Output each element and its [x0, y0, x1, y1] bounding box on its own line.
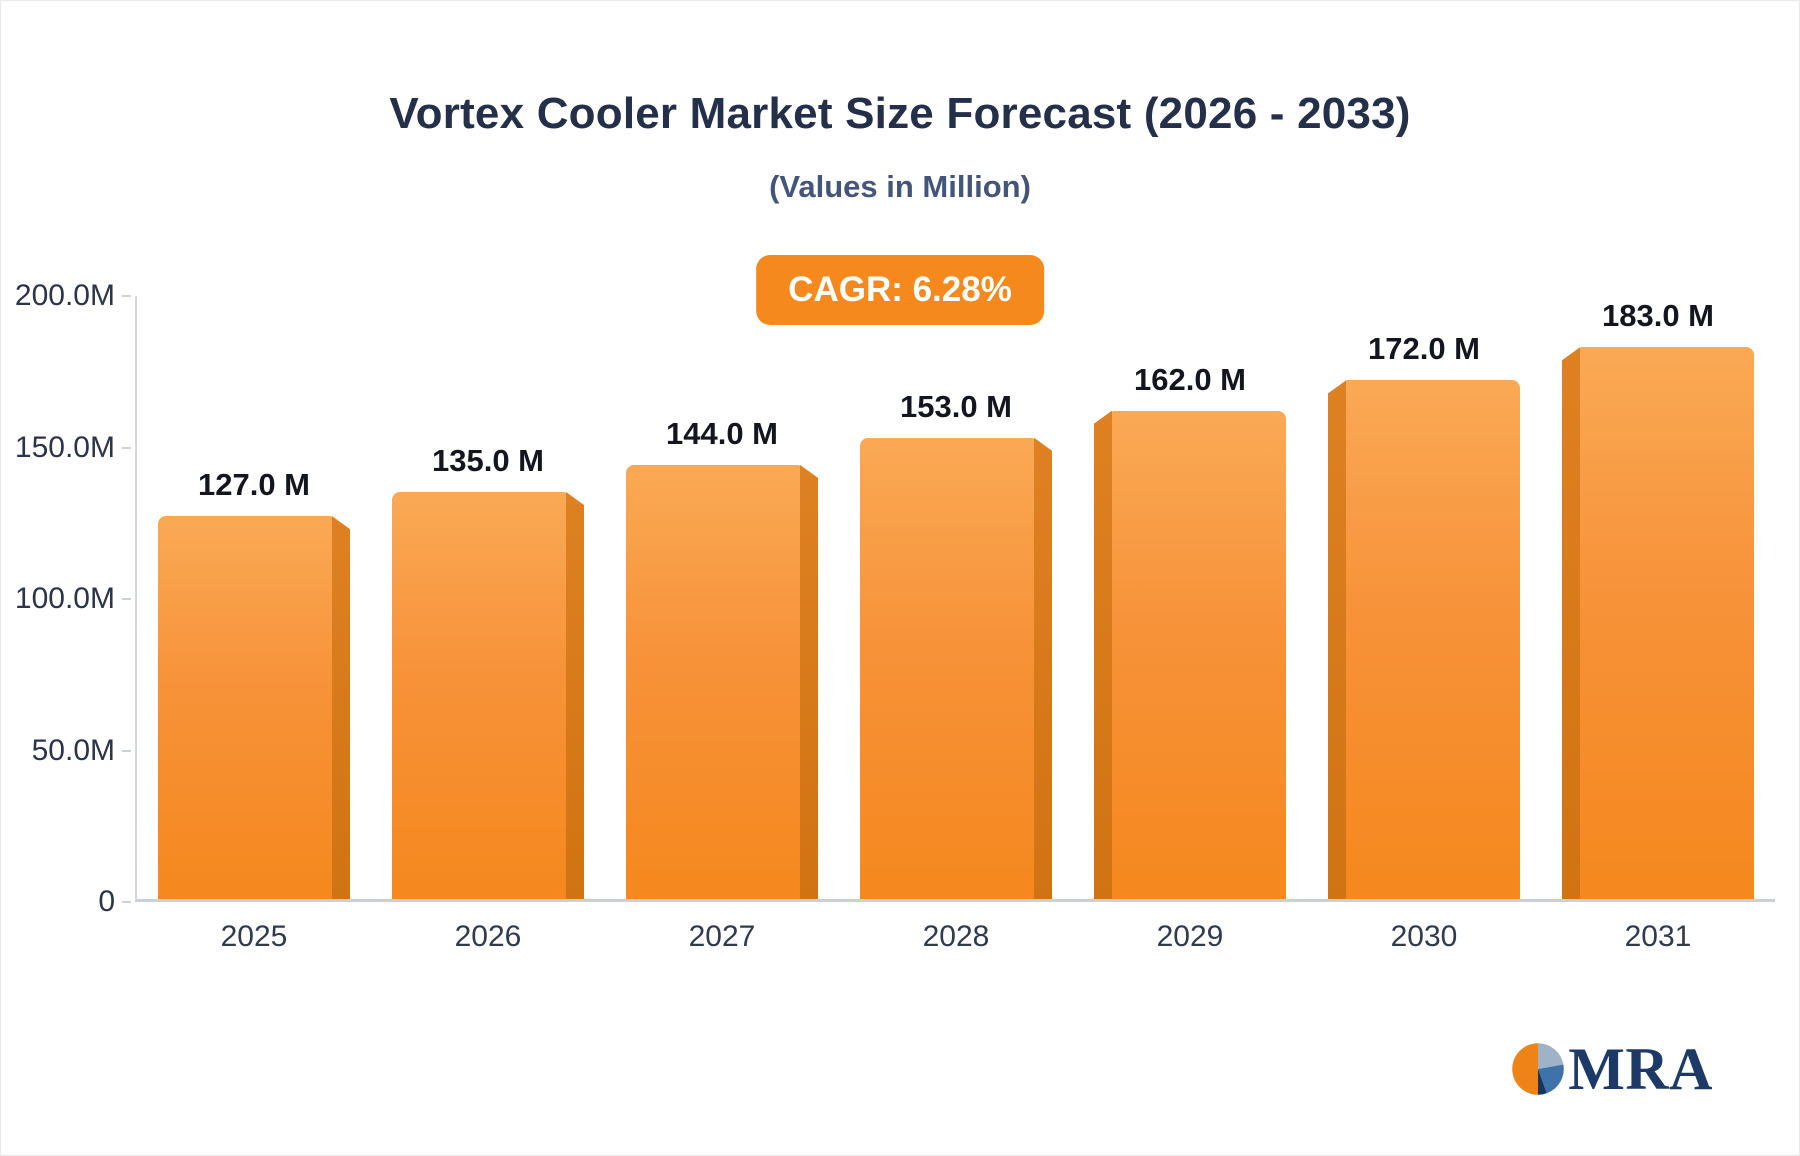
bar-side-face	[800, 464, 818, 899]
bar-column: 135.0 M	[371, 296, 605, 899]
pie-chart-icon	[1512, 1043, 1564, 1095]
bar-side-face	[1328, 380, 1346, 899]
y-tick-label: 200.0M	[15, 279, 131, 313]
y-tick-label: 100.0M	[15, 582, 131, 616]
x-axis-label: 2027	[688, 920, 756, 953]
bar-2027[interactable]	[626, 464, 818, 899]
bar-side-face	[1094, 410, 1112, 899]
bar-value-label: 183.0 M	[1601, 298, 1714, 334]
bar-column: 172.0 M	[1307, 296, 1541, 899]
y-tick-label: 0	[98, 885, 131, 919]
bar-value-label: 162.0 M	[1133, 361, 1246, 397]
chart-title: Vortex Cooler Market Size Forecast (2026…	[389, 89, 1411, 138]
bar-face	[1111, 410, 1286, 899]
bar-side-face	[566, 491, 584, 899]
y-axis: 200.0M 150.0M 100.0M 50.0M 0	[15, 279, 135, 918]
bar-column: 127.0 M	[137, 296, 371, 899]
x-axis-label: 2029	[1156, 920, 1224, 953]
bar-column: 183.0 M	[1541, 296, 1775, 899]
bar-value-label: 144.0 M	[665, 415, 778, 451]
bar-face	[158, 516, 333, 899]
bar-2030[interactable]	[1328, 380, 1520, 899]
x-axis-label: 2025	[220, 920, 288, 953]
x-axis-label: 2028	[922, 920, 990, 953]
x-axis: 2025 2026 2027 2028 2029 2030 2031	[137, 902, 1775, 954]
bar-side-face	[1034, 437, 1052, 899]
bar-face	[1579, 347, 1754, 899]
bar-2028[interactable]	[860, 437, 1052, 899]
x-axis-label: 2026	[454, 920, 522, 953]
y-tick-label: 150.0M	[15, 431, 131, 465]
bar-face	[860, 437, 1035, 899]
bar-face	[626, 464, 801, 899]
bar-2031[interactable]	[1562, 347, 1754, 899]
chart-subtitle: (Values in Million)	[769, 169, 1031, 204]
bar-column: 162.0 M	[1073, 296, 1307, 899]
bar-face	[392, 491, 567, 899]
bar-side-face	[1562, 347, 1580, 899]
bar-value-label: 127.0 M	[197, 467, 310, 503]
y-tick-label: 50.0M	[32, 734, 131, 768]
bar-column: 144.0 M	[605, 296, 839, 899]
plot-area: 127.0 M 135.0 M 144.0 M 153.0 M 162.0 M 172.0…	[135, 296, 1775, 902]
bar-value-label: 153.0 M	[899, 388, 1012, 424]
bar-face	[1345, 380, 1520, 899]
logo-text: MRA	[1568, 1036, 1713, 1102]
bar-value-label: 135.0 M	[431, 442, 544, 478]
cagr-badge: CAGR: 6.28%	[756, 255, 1044, 325]
bar-2029[interactable]	[1094, 410, 1286, 899]
bar-2025[interactable]	[158, 516, 350, 899]
mra-logo: MRA	[1509, 1039, 1713, 1099]
bar-side-face	[332, 516, 350, 899]
bar-2026[interactable]	[392, 491, 584, 899]
x-axis-label: 2031	[1624, 920, 1692, 953]
x-axis-label: 2030	[1390, 920, 1458, 953]
bar-value-label: 172.0 M	[1367, 331, 1480, 367]
bar-column: 153.0 M	[839, 296, 1073, 899]
